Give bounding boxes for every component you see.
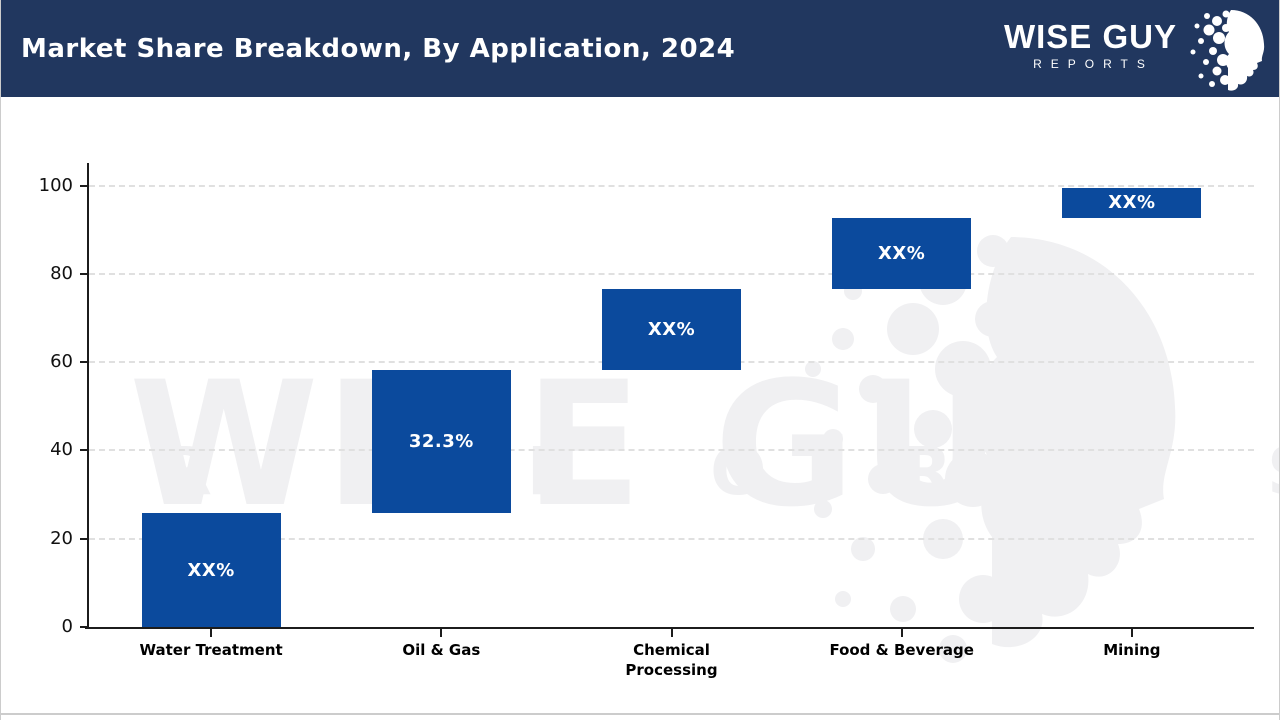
bar-value-label: XX%	[187, 559, 235, 581]
logo-wordmark: WISE GUY	[1003, 18, 1177, 55]
y-gridline	[89, 537, 1254, 540]
bar-value-label: XX%	[1108, 192, 1156, 214]
bar-chemical-processing: XX%	[602, 288, 741, 371]
bar-value-label: 32.3%	[408, 431, 474, 453]
y-tick-mark	[80, 626, 88, 628]
y-gridline	[89, 449, 1254, 452]
y-gridline	[89, 272, 1254, 275]
x-tick-mark	[440, 629, 443, 637]
logo-face-icon	[1190, 10, 1265, 91]
category-label: Water Treatment	[139, 641, 283, 659]
bar-value-label: XX%	[647, 319, 696, 341]
x-tick-mark	[670, 629, 673, 637]
y-tick-label: 40	[50, 439, 73, 461]
category-label: Oil & Gas	[402, 641, 481, 659]
y-axis-line	[87, 163, 89, 629]
logo-subtext: REPORTS	[1033, 56, 1154, 71]
bar-water-treatment: XX%	[141, 513, 281, 627]
bar-value-label: XX%	[878, 242, 926, 264]
page-title: Market Share Breakdown, By Application, …	[21, 33, 736, 64]
bottom-border	[1, 713, 1279, 715]
y-tick-mark	[80, 537, 88, 540]
header-bar: Market Share Breakdown, By Application, …	[1, 0, 1279, 97]
x-tick-mark	[210, 629, 213, 637]
category-label: Mining	[1103, 641, 1161, 659]
chart-area: WISE GUY R E P O R T S 0 20 40 60 80 100 XX% Wa…	[1, 97, 1279, 714]
brand-logo: WISE GUY REPORTS	[1004, 6, 1265, 92]
watermark-face-icon	[805, 235, 1176, 663]
bar-food-beverage: XX%	[832, 217, 972, 289]
x-axis-line	[85, 627, 1254, 629]
category-label: Chemical Processing	[625, 641, 718, 680]
y-gridline	[89, 184, 1254, 187]
y-tick-label: 0	[61, 616, 73, 637]
x-tick-mark	[900, 629, 903, 637]
y-tick-mark	[80, 272, 88, 275]
x-tick-mark	[1130, 629, 1133, 637]
y-tick-mark	[80, 184, 88, 187]
y-tick-label: 60	[50, 351, 73, 373]
y-tick-label: 20	[50, 527, 73, 549]
y-tick-mark	[80, 449, 88, 452]
y-tick-label: 80	[50, 262, 73, 284]
bar-mining: XX%	[1062, 187, 1202, 218]
y-tick-label: 100	[38, 174, 73, 196]
y-tick-mark	[80, 361, 88, 364]
bar-oil-gas: 32.3%	[371, 370, 511, 514]
category-label: Food & Beverage	[829, 641, 974, 659]
logo-text: WISE GUY REPORTS	[1003, 18, 1177, 71]
